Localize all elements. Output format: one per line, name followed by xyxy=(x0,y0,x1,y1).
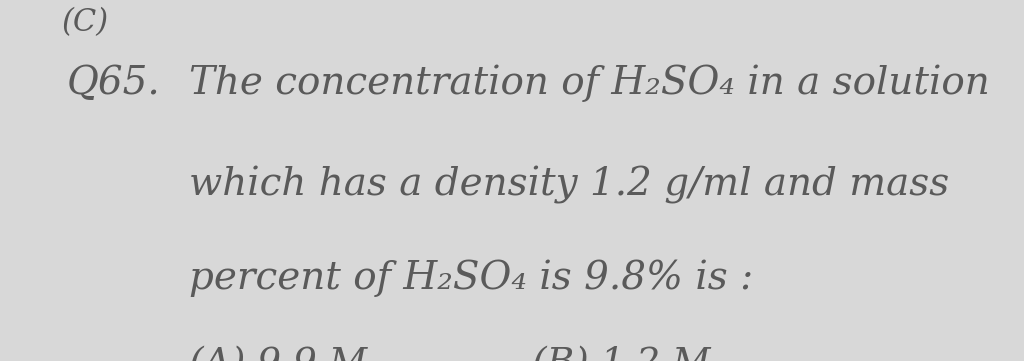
Text: (A) 9.9 M: (A) 9.9 M xyxy=(189,347,368,361)
Text: (B) 1.2 M: (B) 1.2 M xyxy=(532,347,711,361)
Text: percent of H₂SO₄ is 9.8% is :: percent of H₂SO₄ is 9.8% is : xyxy=(189,260,754,297)
Text: which has a density 1.2 g/ml and mass: which has a density 1.2 g/ml and mass xyxy=(189,166,949,204)
Text: The concentration of H₂SO₄ in a solution: The concentration of H₂SO₄ in a solution xyxy=(189,65,990,103)
Text: Q65.: Q65. xyxy=(67,65,161,102)
Text: (C): (C) xyxy=(61,7,109,38)
